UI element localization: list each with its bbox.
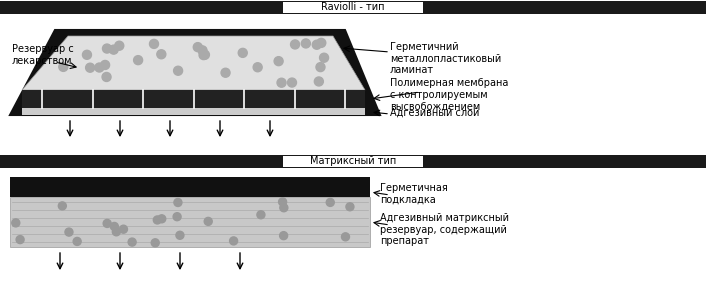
Circle shape — [157, 215, 166, 223]
Circle shape — [73, 238, 81, 245]
Polygon shape — [22, 108, 365, 115]
Circle shape — [277, 78, 286, 87]
Circle shape — [115, 41, 124, 50]
Circle shape — [312, 40, 321, 49]
Circle shape — [150, 39, 158, 48]
Circle shape — [280, 204, 288, 212]
Circle shape — [102, 44, 112, 53]
Text: Полимерная мембрана
с контролируемым
высвобождением: Полимерная мембрана с контролируемым выс… — [390, 78, 508, 111]
Circle shape — [95, 63, 104, 72]
Circle shape — [193, 43, 203, 52]
Bar — [283, 156, 423, 167]
Polygon shape — [22, 90, 365, 108]
Circle shape — [12, 219, 20, 227]
Circle shape — [83, 50, 92, 59]
Circle shape — [133, 56, 143, 65]
Circle shape — [85, 63, 95, 72]
Circle shape — [346, 203, 354, 211]
Polygon shape — [10, 30, 380, 115]
Circle shape — [173, 213, 181, 221]
Circle shape — [59, 62, 68, 72]
Circle shape — [199, 51, 208, 60]
Circle shape — [238, 48, 247, 57]
Circle shape — [100, 61, 109, 69]
Circle shape — [280, 232, 287, 240]
Circle shape — [174, 198, 182, 206]
Circle shape — [119, 225, 128, 233]
Circle shape — [342, 233, 349, 241]
Circle shape — [201, 50, 210, 59]
Circle shape — [151, 239, 160, 247]
Circle shape — [204, 217, 213, 225]
Polygon shape — [22, 36, 365, 90]
Circle shape — [320, 53, 328, 62]
Circle shape — [317, 38, 325, 47]
Bar — [10, 177, 370, 197]
Bar — [0, 155, 706, 168]
Circle shape — [102, 72, 111, 82]
Text: Адгезивный матриксный
резервуар, содержащий
препарат: Адгезивный матриксный резервуар, содержа… — [380, 213, 509, 246]
Circle shape — [112, 228, 120, 236]
Text: Герметичная
подкладка: Герметичная подкладка — [380, 183, 448, 205]
Text: Матриксный тип: Матриксный тип — [310, 157, 396, 167]
Circle shape — [157, 50, 166, 59]
Circle shape — [174, 66, 183, 75]
Circle shape — [16, 236, 24, 244]
Circle shape — [257, 211, 265, 219]
Text: Raviolli - тип: Raviolli - тип — [321, 2, 385, 12]
Circle shape — [274, 57, 283, 66]
Circle shape — [103, 219, 111, 228]
Bar — [283, 2, 423, 13]
Circle shape — [314, 77, 323, 86]
Text: Герметичний
металлопластиковый
ламинат: Герметичний металлопластиковый ламинат — [390, 42, 501, 75]
Circle shape — [326, 198, 334, 206]
Circle shape — [287, 78, 297, 87]
Text: Резервуар с
лекарством: Резервуар с лекарством — [12, 44, 73, 66]
Circle shape — [128, 238, 136, 246]
Bar — [0, 1, 706, 14]
Circle shape — [110, 222, 119, 231]
Circle shape — [65, 228, 73, 236]
Circle shape — [279, 198, 287, 206]
Bar — [10, 197, 370, 247]
Circle shape — [153, 216, 162, 224]
Circle shape — [301, 39, 311, 48]
Circle shape — [176, 231, 184, 239]
Circle shape — [59, 202, 66, 210]
Circle shape — [253, 63, 262, 72]
Circle shape — [198, 46, 207, 55]
Circle shape — [291, 40, 299, 49]
Text: Адгезивный слой: Адгезивный слой — [390, 108, 479, 118]
Circle shape — [109, 45, 118, 54]
Circle shape — [316, 63, 325, 72]
Circle shape — [229, 237, 238, 245]
Circle shape — [221, 68, 230, 77]
